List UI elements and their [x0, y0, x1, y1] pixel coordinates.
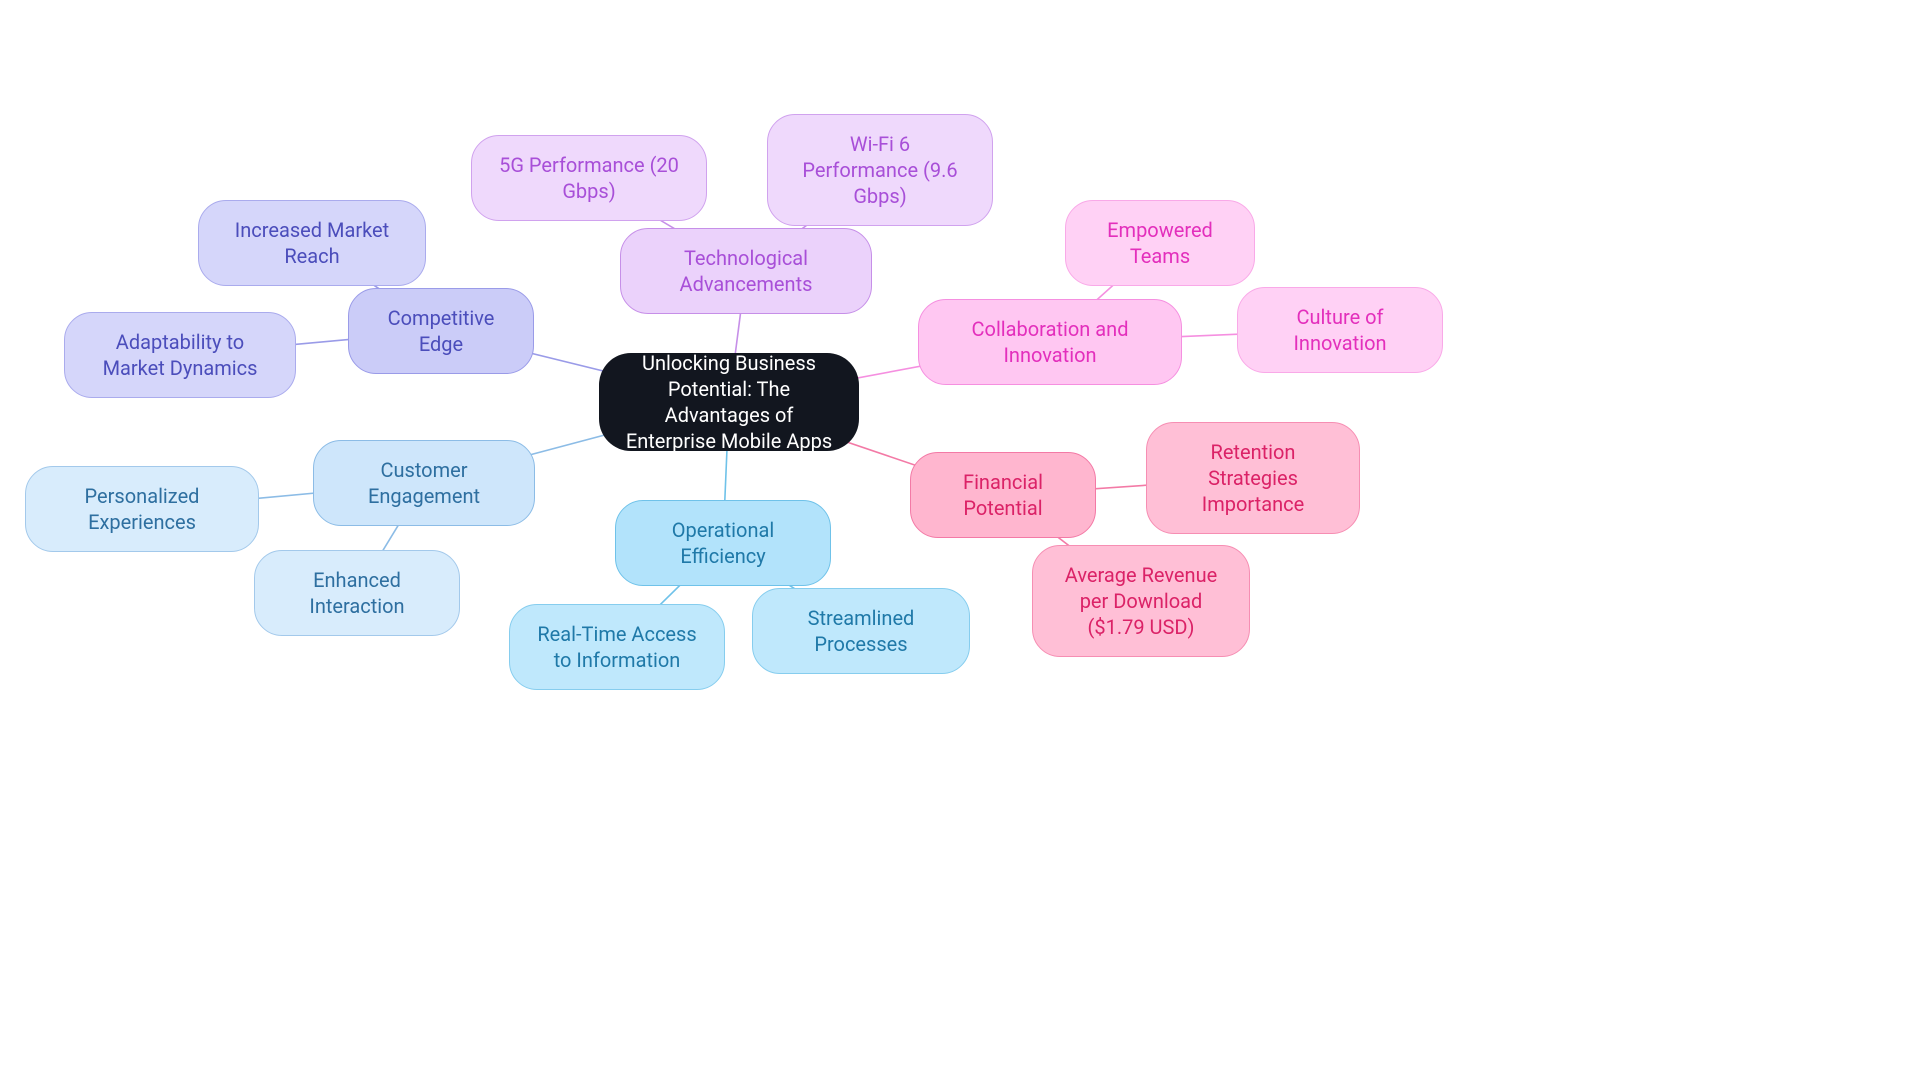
node-tech: Technological Advancements: [620, 228, 872, 314]
node-opeff: Operational Efficiency: [615, 500, 831, 586]
node-label: Culture of Innovation: [1262, 304, 1418, 356]
node-reach: Increased Market Reach: [198, 200, 426, 286]
node-label: Retention Strategies Importance: [1171, 439, 1335, 517]
node-collab: Collaboration and Innovation: [918, 299, 1182, 385]
node-label: Empowered Teams: [1090, 217, 1230, 269]
node-label: Customer Engagement: [338, 457, 510, 509]
node-enhanced: Enhanced Interaction: [254, 550, 460, 636]
node-label: Competitive Edge: [373, 305, 509, 357]
node-label: Technological Advancements: [645, 245, 847, 297]
node-wifi6: Wi-Fi 6 Performance (9.6 Gbps): [767, 114, 993, 226]
node-retention: Retention Strategies Importance: [1146, 422, 1360, 534]
node-revenue: Average Revenue per Download ($1.79 USD): [1032, 545, 1250, 657]
node-label: Wi-Fi 6 Performance (9.6 Gbps): [792, 131, 968, 209]
node-label: Adaptability to Market Dynamics: [89, 329, 271, 381]
node-stream: Streamlined Processes: [752, 588, 970, 674]
node-label: Unlocking Business Potential: The Advant…: [623, 350, 835, 454]
node-financial: Financial Potential: [910, 452, 1096, 538]
node-label: Average Revenue per Download ($1.79 USD): [1057, 562, 1225, 640]
node-label: 5G Performance (20 Gbps): [496, 152, 682, 204]
node-realtime: Real-Time Access to Information: [509, 604, 725, 690]
node-root: Unlocking Business Potential: The Advant…: [599, 353, 859, 451]
node-personal: Personalized Experiences: [25, 466, 259, 552]
node-custeng: Customer Engagement: [313, 440, 535, 526]
node-culture: Culture of Innovation: [1237, 287, 1443, 373]
node-label: Increased Market Reach: [223, 217, 401, 269]
node-label: Real-Time Access to Information: [534, 621, 700, 673]
node-5g: 5G Performance (20 Gbps): [471, 135, 707, 221]
node-label: Streamlined Processes: [777, 605, 945, 657]
node-label: Enhanced Interaction: [279, 567, 435, 619]
node-adapt: Adaptability to Market Dynamics: [64, 312, 296, 398]
node-label: Personalized Experiences: [50, 483, 234, 535]
node-label: Collaboration and Innovation: [943, 316, 1157, 368]
node-label: Operational Efficiency: [640, 517, 806, 569]
node-label: Financial Potential: [935, 469, 1071, 521]
node-compedge: Competitive Edge: [348, 288, 534, 374]
node-teams: Empowered Teams: [1065, 200, 1255, 286]
